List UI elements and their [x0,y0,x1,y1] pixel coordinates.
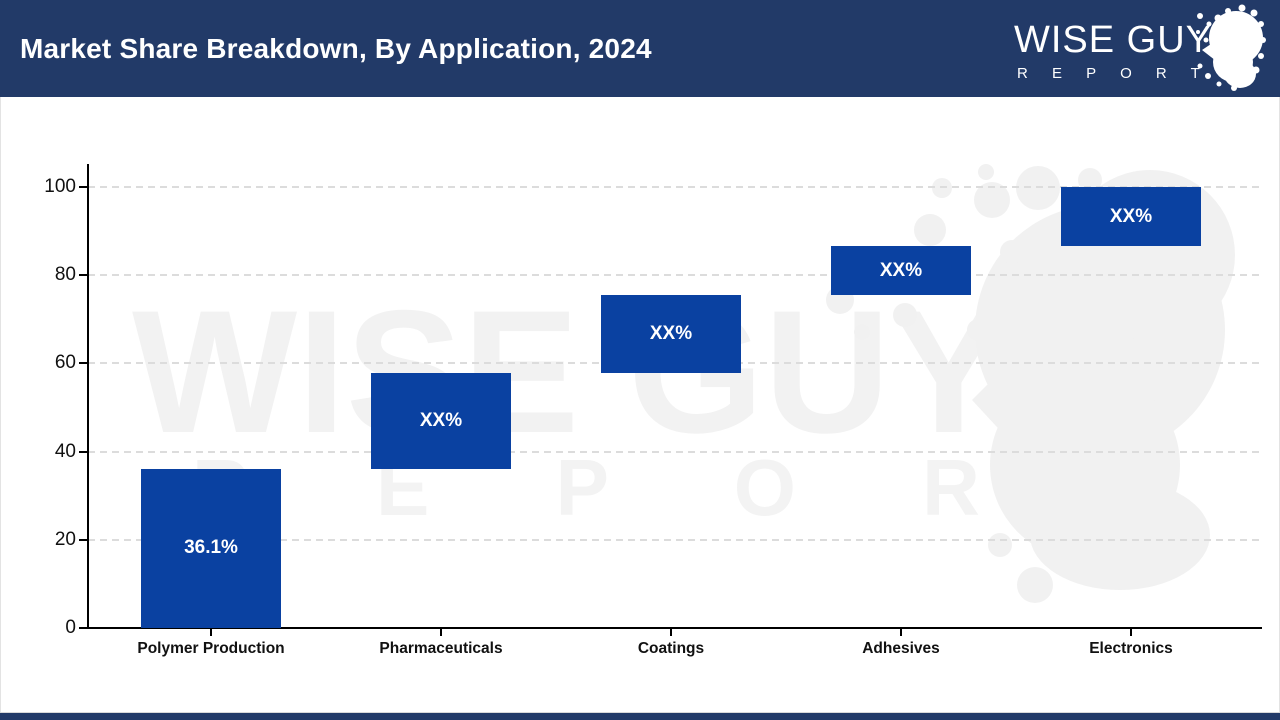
x-axis-tick [670,628,672,636]
y-tick-label: 60 [54,352,76,374]
y-axis-tick [79,362,87,365]
x-category-label: Polymer Production [137,640,285,657]
grid-line [88,538,1262,541]
y-axis-tick [79,450,87,453]
logo-text-line2: R E P O R T S [1017,65,1244,82]
bar-value-label: XX% [419,409,463,431]
x-category-label: Pharmaceuticals [379,640,503,657]
logo-text-line1: WISE GUY [1014,19,1212,61]
chart-title: Market Share Breakdown, By Application, … [20,32,652,64]
x-axis-tick [210,628,212,636]
y-tick-label: 80 [54,264,76,286]
x-category-label: Electronics [1089,640,1173,657]
bar-electronics: XX% [1061,187,1201,247]
grid-line [88,186,1262,188]
y-axis-line [87,164,89,629]
x-category-label: Coatings [637,640,705,657]
bottom-hairline [0,712,1280,713]
y-tick-label: 20 [54,528,76,550]
bar-value-label: XX% [879,259,923,281]
logo-face-icon [1196,4,1266,91]
grid-line [88,450,1262,453]
bar-value-label: XX% [649,323,693,345]
x-axis-tick [440,628,442,636]
grid-line [88,274,1262,277]
y-axis-tick [79,186,87,188]
bar-coatings: XX% [601,295,741,374]
bar-value-label: 36.1% [184,537,238,559]
y-axis-tick [79,627,87,629]
x-category-label: Adhesives [862,640,940,657]
x-axis-line [87,627,1262,629]
bar-value-label: XX% [1109,205,1153,227]
wiseguy-logo: WISE GUY R E P O R T S [1014,4,1266,91]
header-banner: Market Share Breakdown, By Application, … [0,0,1280,97]
y-tick-label: 40 [54,440,76,462]
y-axis-tick [79,274,87,277]
bar-pharmaceuticals: XX% [371,373,511,469]
y-tick-label: 0 [65,617,76,638]
x-axis-tick [1130,628,1132,636]
y-tick-label: 100 [44,176,76,197]
footer-bar [0,713,1280,720]
bar-polymer-production: 36.1% [141,468,281,628]
x-axis-tick [900,628,902,636]
y-axis-tick [79,538,87,541]
bar-adhesives: XX% [831,246,971,296]
